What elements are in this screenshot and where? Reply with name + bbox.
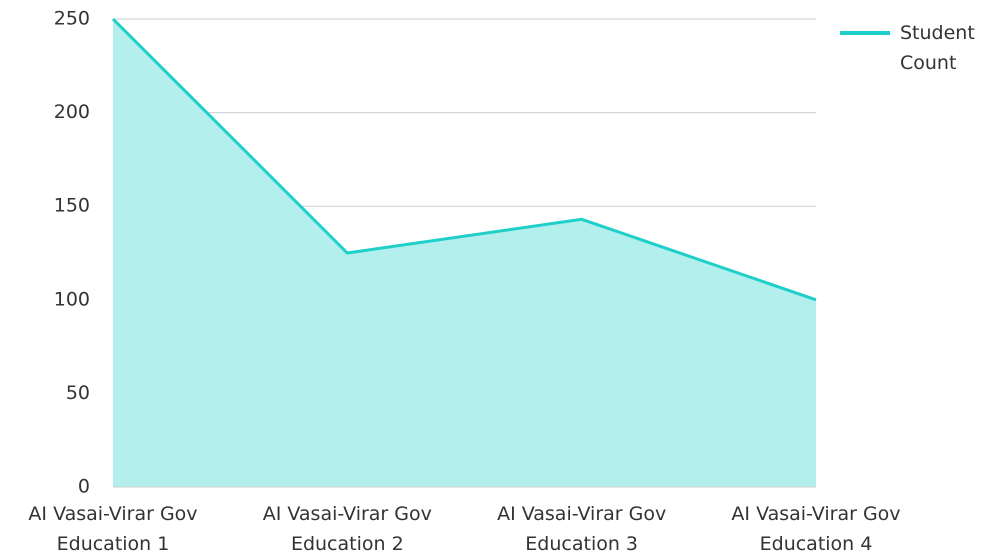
x-tick-label: AI Vasai-Virar Gov Education 2 xyxy=(263,503,432,555)
legend-label: Student Count xyxy=(900,22,975,74)
y-tick-label: 50 xyxy=(66,382,90,404)
y-tick-label: 250 xyxy=(54,8,90,30)
y-tick-label: 200 xyxy=(54,101,90,123)
x-tick-label: AI Vasai-Virar Gov Education 4 xyxy=(731,503,900,555)
x-tick-label: AI Vasai-Virar Gov Education 3 xyxy=(497,503,666,555)
y-tick-label: 0 xyxy=(78,476,90,498)
y-tick-label: 100 xyxy=(54,288,90,310)
area-fill xyxy=(113,19,816,487)
x-tick-label: AI Vasai-Virar Gov Education 1 xyxy=(28,503,197,555)
y-tick-label: 150 xyxy=(54,195,90,217)
area-line xyxy=(111,17,817,302)
